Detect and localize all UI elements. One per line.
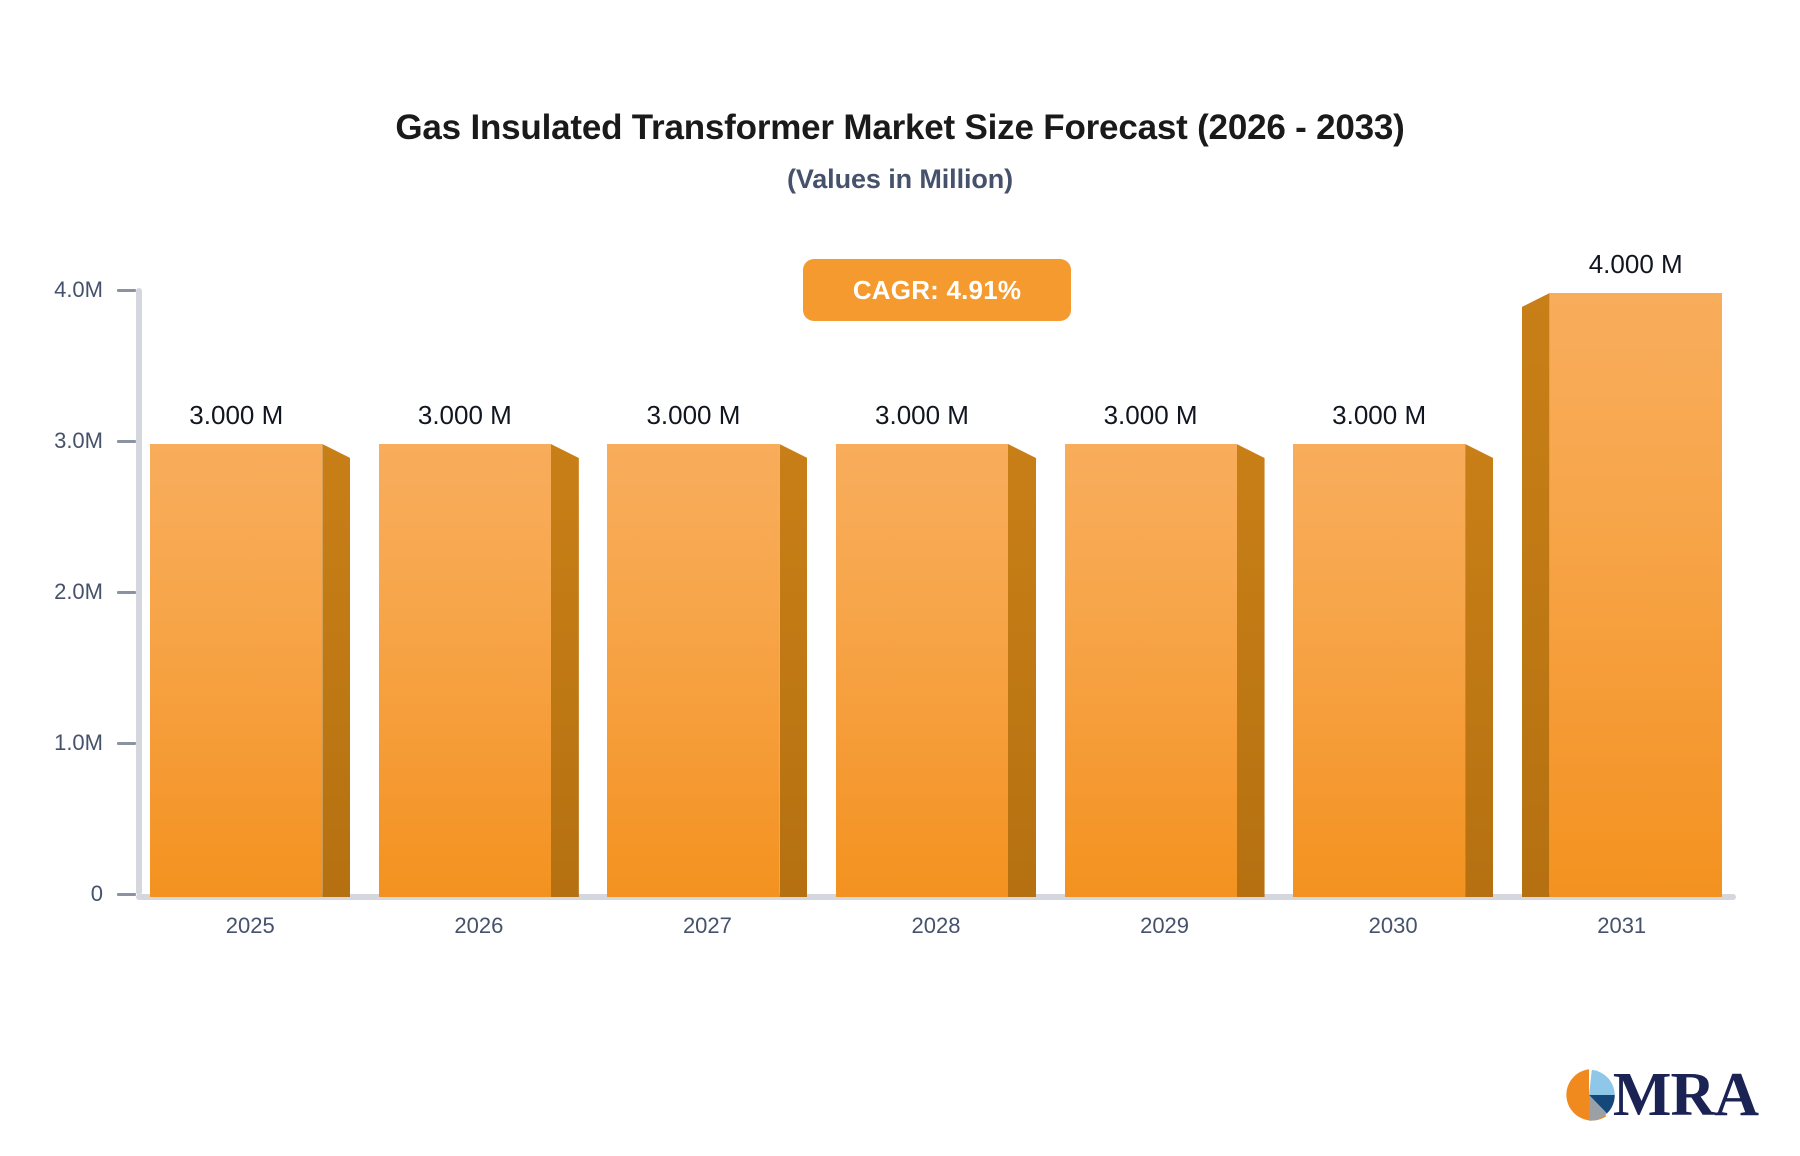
bar-value-label: 3.000 M [189,400,284,430]
page-title: Gas Insulated Transformer Market Size Fo… [395,108,1405,147]
y-axis-tick-dash [117,892,136,896]
bar[interactable]: 3.000 M [607,400,808,897]
bar-value-label: 3.000 M [875,400,969,430]
bar-value-label: 3.000 M [646,400,741,430]
bar-3d-side [1008,444,1036,897]
bar-value-label: 4.000 M [1588,249,1683,279]
y-axis-tick-dash [117,288,136,292]
x-axis-label: 2031 [1597,913,1647,938]
bar-front-face [150,444,323,897]
bar-front-face [836,444,1008,897]
y-axis-tick: 2.0M [54,579,136,604]
bar-front-face [1064,444,1237,897]
bar[interactable]: 3.000 M [1064,400,1265,897]
y-axis-tick: 1.0M [54,730,136,755]
y-axis-line [136,288,142,895]
x-axis-label: 2029 [1140,913,1190,938]
x-axis-label: 2026 [454,913,504,938]
bar-front-face [1549,293,1722,897]
bar-front-face [607,444,780,897]
y-axis-tick-dash [117,439,136,443]
y-axis-tick-dash [117,590,136,594]
y-axis-tick-label: 2.0M [54,579,103,604]
x-axis-labels: 2025 2026 2027 2028 2029 2030 2031 [136,913,1736,949]
bar-3d-side [322,444,351,897]
y-axis-tick-label: 1.0M [54,730,103,755]
x-axis-line [136,894,1736,900]
bar[interactable]: 3.000 M [150,400,351,897]
bar-3d-side [550,444,579,897]
bar-3d-side [1465,444,1494,897]
bar-3d-side [1521,293,1550,897]
y-axis-tick-label: 3.0M [54,428,103,453]
y-axis-ticks: 4.0M 3.0M 2.0M 1.0M 0 [0,277,136,906]
x-axis-label: 2030 [1368,913,1418,938]
x-axis-label: 2025 [225,913,275,938]
bar[interactable]: 4.000 M [1521,249,1722,897]
pie-chart-logo-icon [1566,1069,1615,1121]
y-axis-tick-dash [117,741,136,745]
y-axis-tick-label: 4.0M [54,277,103,302]
y-axis-tick: 4.0M [54,277,136,302]
mra-logo: MRA [1561,1061,1759,1129]
cagr-badge: CAGR: 4.91% [803,259,1071,321]
y-axis-tick: 3.0M [54,428,136,453]
bar-front-face [1293,444,1466,897]
bar-value-label: 3.000 M [1103,400,1198,430]
bar[interactable]: 3.000 M [378,400,579,897]
y-axis-tick: 0 [90,881,136,906]
x-axis-label: 2027 [682,913,732,938]
bar-3d-side [1236,444,1265,897]
plot-area: 3.000 M 3.000 M 3.000 M 3.000 M 3.000 M 3.000… [136,249,1736,903]
title-block: Gas Insulated Transformer Market Size Fo… [0,108,1800,195]
bar[interactable]: 3.000 M [836,400,1036,897]
x-axis-label: 2028 [911,913,961,938]
bar-3d-side [779,444,808,897]
page-subtitle: (Values in Million) [786,164,1014,195]
bar-value-label: 3.000 M [1332,400,1427,430]
logo-text: MRA [1612,1061,1759,1129]
y-axis-tick-label: 0 [90,881,103,906]
bar-value-label: 3.000 M [417,400,512,430]
bar-front-face [378,444,551,897]
bar[interactable]: 3.000 M [1293,400,1494,897]
